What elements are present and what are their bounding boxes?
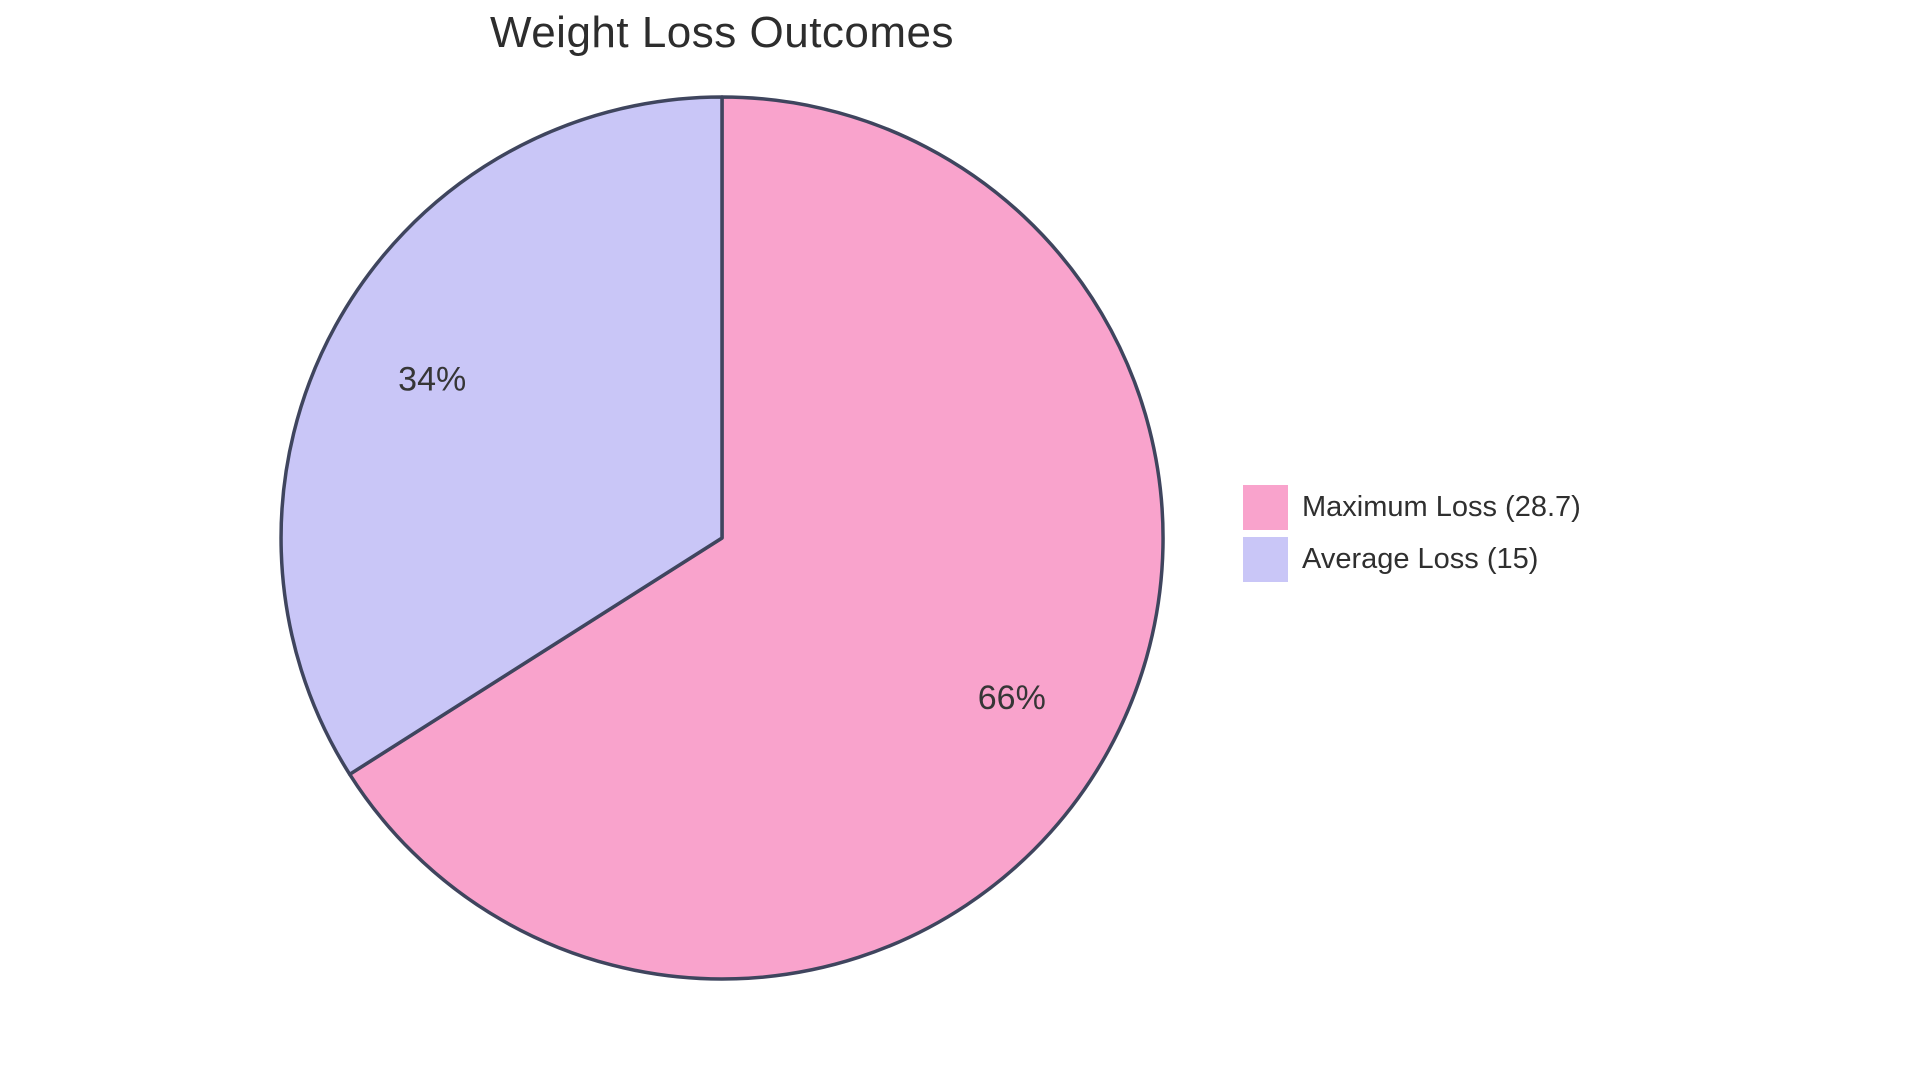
legend-swatch-maximum-loss xyxy=(1243,485,1288,530)
chart-title: Weight Loss Outcomes xyxy=(489,8,955,57)
legend-label-average-loss: Average Loss (15) xyxy=(1302,543,1539,575)
legend: Maximum Loss (28.7) Average Loss (15) xyxy=(1243,485,1581,589)
pie-slice-average-loss[interactable] xyxy=(279,95,724,777)
legend-label-maximum-loss: Maximum Loss (28.7) xyxy=(1302,491,1581,523)
pie-slice-maximum-loss[interactable] xyxy=(347,95,1165,981)
legend-item-maximum-loss[interactable]: Maximum Loss (28.7) xyxy=(1243,485,1581,530)
pie-slice-percent-label-maximum-loss: 66% xyxy=(978,679,1046,717)
legend-item-average-loss[interactable]: Average Loss (15) xyxy=(1243,537,1581,582)
legend-swatch-average-loss xyxy=(1243,537,1288,582)
pie-slice-percent-label-average-loss: 34% xyxy=(398,361,466,399)
pie-slices xyxy=(279,95,1165,981)
